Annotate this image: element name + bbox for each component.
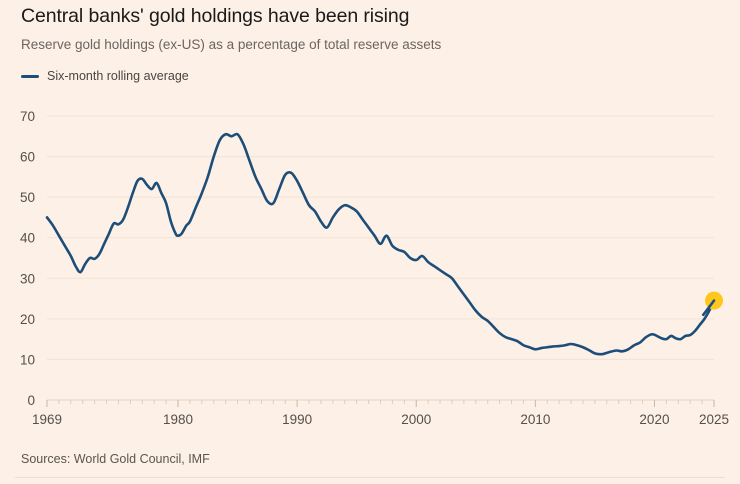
gridlines [47, 115, 714, 401]
svg-text:1969: 1969 [32, 412, 62, 427]
chart-subtitle: Reserve gold holdings (ex-US) as a perce… [21, 37, 442, 52]
svg-text:1990: 1990 [282, 412, 312, 427]
svg-text:2025: 2025 [699, 412, 729, 427]
legend-line-swatch [21, 74, 39, 78]
svg-text:30: 30 [20, 271, 35, 286]
svg-text:10: 10 [20, 352, 35, 367]
svg-text:40: 40 [20, 231, 35, 246]
y-axis-tick-labels: 0 10 20 30 40 50 60 70 [20, 109, 35, 408]
svg-text:0: 0 [27, 393, 35, 408]
x-axis-minor-ticks [46, 400, 715, 407]
x-axis-tick-labels: 1969 1980 1990 2000 2010 2020 2025 [32, 412, 729, 427]
svg-text:60: 60 [20, 150, 35, 165]
source-note: Sources: World Gold Council, IMF [21, 452, 210, 466]
svg-text:50: 50 [20, 190, 35, 205]
svg-text:2000: 2000 [401, 412, 431, 427]
page-title: Central banks' gold holdings have been r… [21, 5, 410, 27]
svg-text:20: 20 [20, 312, 35, 327]
legend-item-label: Six-month rolling average [47, 69, 189, 83]
svg-text:70: 70 [20, 109, 35, 124]
chart-legend: Six-month rolling average [21, 69, 189, 83]
bottom-divider [15, 477, 725, 478]
data-series-line [45, 132, 716, 356]
svg-text:2010: 2010 [520, 412, 550, 427]
svg-text:2020: 2020 [639, 412, 669, 427]
svg-text:1980: 1980 [163, 412, 193, 427]
